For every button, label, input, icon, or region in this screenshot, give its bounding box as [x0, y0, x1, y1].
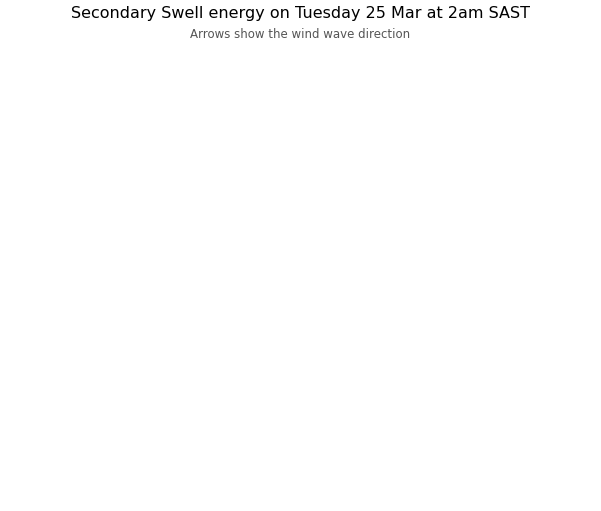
Text: Arrows show the wind wave direction: Arrows show the wind wave direction [191, 28, 410, 41]
Text: Secondary Swell energy on Tuesday 25 Mar at 2am SAST: Secondary Swell energy on Tuesday 25 Mar… [71, 6, 530, 20]
Text: cartopy not available: cartopy not available [227, 270, 374, 284]
